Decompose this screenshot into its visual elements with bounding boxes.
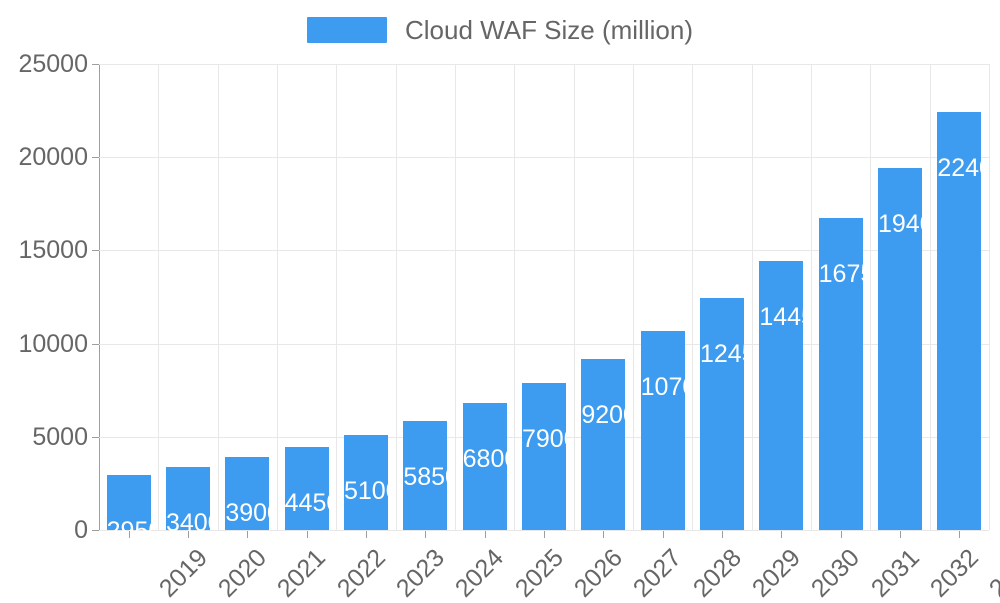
x-axis-tick-label: 2024 — [450, 543, 510, 603]
x-axis-tick-mark — [841, 531, 842, 538]
y-axis-tick-mark — [92, 157, 99, 159]
gridline-horizontal — [99, 64, 989, 65]
x-axis-tick-mark — [129, 531, 130, 538]
gridline-vertical — [811, 64, 812, 530]
bar[interactable] — [225, 457, 270, 530]
legend-item-label: Cloud WAF Size (million) — [405, 15, 693, 45]
x-axis-tick-mark — [485, 531, 486, 538]
x-axis-tick-label: 2020 — [212, 543, 273, 603]
bar[interactable] — [462, 403, 507, 530]
x-axis-tick-mark — [722, 531, 723, 538]
y-axis-tick-mark — [92, 530, 99, 531]
gridline-vertical — [277, 64, 278, 530]
bar[interactable] — [166, 466, 210, 530]
plot-area: 2950340039004450510058506800790092001070… — [99, 64, 990, 544]
x-axis-tick-mark — [959, 531, 960, 538]
y-axis-tick-label: 15000 — [18, 236, 88, 265]
y-axis-tick-label: 20000 — [18, 143, 88, 172]
y-axis-tick-mark — [92, 64, 99, 65]
x-axis-tick-mark — [603, 531, 604, 538]
x-axis-tick-mark — [544, 531, 545, 538]
y-axis-tick-mark — [92, 343, 99, 345]
x-axis-tick-mark — [900, 531, 901, 538]
y-axis-tick-label: 0 — [74, 516, 88, 544]
x-axis-tick-label: 2033 — [984, 543, 1000, 603]
bar[interactable] — [403, 420, 448, 530]
bar[interactable] — [818, 217, 863, 530]
gridline-vertical — [455, 64, 456, 530]
x-axis-tick-label: 2030 — [806, 543, 866, 603]
x-axis-tick-label: 2026 — [568, 543, 629, 603]
y-axis-tick-mark — [92, 436, 99, 438]
gridline-vertical — [514, 64, 515, 530]
x-axis-tick-label: 2023 — [390, 543, 451, 603]
x-axis-tick-mark — [781, 531, 782, 538]
x-axis-tick-label: 2028 — [687, 543, 747, 603]
y-axis-tick-label: 25000 — [18, 50, 88, 78]
bar[interactable] — [106, 475, 151, 530]
x-axis-tick-mark — [663, 531, 664, 538]
x-axis-tick-label: 2025 — [509, 543, 569, 603]
bar[interactable] — [284, 447, 329, 530]
gridline-vertical — [989, 64, 990, 530]
bar[interactable] — [700, 297, 744, 530]
gridline-vertical — [870, 64, 871, 530]
gridline-vertical — [930, 64, 931, 530]
x-axis-tick-label: 2022 — [331, 543, 391, 603]
bar[interactable] — [759, 260, 804, 530]
y-axis-line — [99, 64, 100, 531]
bar[interactable] — [522, 382, 566, 530]
gridline-horizontal — [99, 157, 989, 159]
y-axis-tick-label: 10000 — [18, 329, 88, 358]
y-axis-tick-mark — [92, 250, 99, 252]
bar[interactable] — [878, 168, 922, 530]
x-axis-tick-label: 2021 — [272, 543, 332, 603]
gridline-vertical — [396, 64, 397, 530]
x-axis-tick-mark — [307, 531, 308, 538]
legend-item-cloud-waf-size[interactable]: Cloud WAF Size (million) — [307, 17, 693, 43]
gridline-horizontal — [99, 250, 989, 252]
gridline-vertical — [336, 64, 337, 530]
gridline-vertical — [692, 64, 693, 530]
x-axis-tick-label: 2029 — [746, 543, 807, 603]
gridline-vertical — [633, 64, 634, 530]
gridline-horizontal — [99, 530, 989, 531]
x-axis-tick-label: 2031 — [865, 543, 925, 603]
bar[interactable] — [937, 112, 982, 530]
bar[interactable] — [640, 330, 685, 530]
gridline-horizontal — [99, 343, 989, 345]
gridline-vertical — [158, 64, 159, 530]
gridline-vertical — [574, 64, 575, 530]
x-axis-tick-mark — [425, 531, 426, 538]
gridline-vertical — [752, 64, 753, 530]
chart-legend: Cloud WAF Size (million) — [0, 10, 1000, 50]
legend-swatch-icon — [307, 17, 387, 43]
gridline-vertical — [218, 64, 219, 530]
x-axis-tick-mark — [188, 531, 189, 538]
bar[interactable] — [344, 434, 388, 530]
bar[interactable] — [581, 358, 626, 530]
x-axis-tick-label: 2032 — [924, 543, 985, 603]
x-axis-tick-mark — [366, 531, 367, 538]
x-axis-tick-label: 2019 — [153, 543, 213, 603]
x-axis-tick-label: 2027 — [628, 543, 688, 603]
y-axis-tick-label: 5000 — [32, 422, 88, 451]
x-axis-tick-mark — [247, 531, 248, 538]
